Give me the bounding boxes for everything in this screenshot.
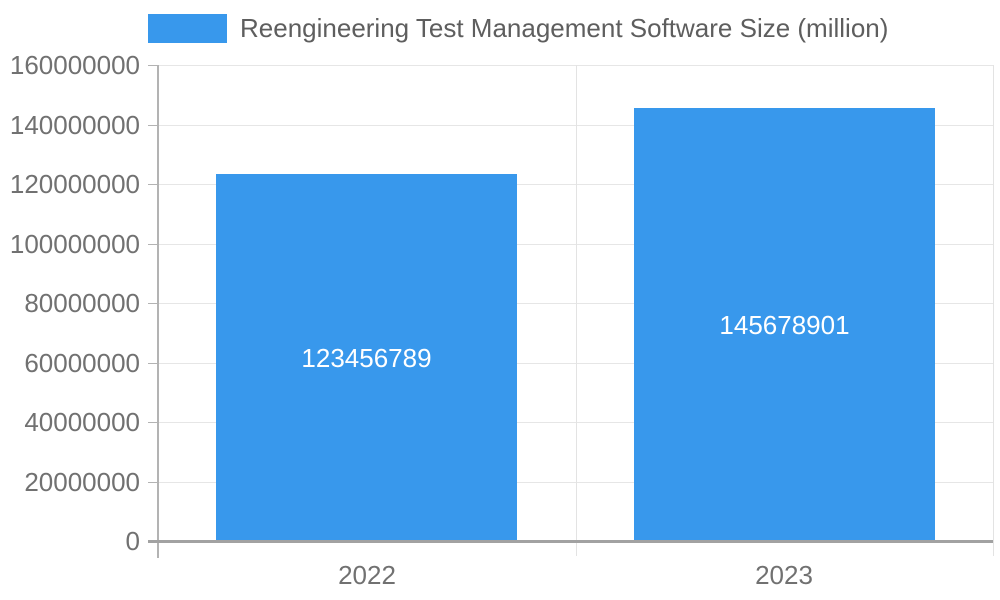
legend-swatch [148, 14, 227, 43]
y-axis-tick [148, 303, 158, 304]
y-axis-tick [148, 422, 158, 423]
y-axis-tick [148, 363, 158, 364]
x-gridline [993, 65, 994, 556]
bar [216, 174, 517, 541]
y-gridline [158, 125, 993, 126]
bar-value-label: 145678901 [719, 310, 850, 340]
x-axis-label: 2022 [338, 560, 396, 590]
y-gridline [158, 422, 993, 423]
y-gridline [158, 244, 993, 245]
y-axis-label: 100000000 [9, 229, 140, 259]
y-axis-label: 160000000 [9, 50, 140, 80]
y-axis-tick [148, 125, 158, 126]
y-gridline [158, 184, 993, 185]
y-axis-line [157, 65, 159, 558]
y-axis-label: 20000000 [24, 467, 140, 497]
chart-title: Reengineering Test Management Software S… [240, 13, 889, 43]
y-axis-tick [148, 244, 158, 245]
y-gridline [158, 303, 993, 304]
y-axis-label: 80000000 [24, 288, 140, 318]
y-axis-label: 40000000 [24, 407, 140, 437]
y-gridline [158, 363, 993, 364]
y-axis-label: 140000000 [9, 110, 140, 140]
y-gridline [158, 482, 993, 483]
x-axis-label: 2023 [755, 560, 813, 590]
y-axis-label: 60000000 [24, 348, 140, 378]
x-gridline [576, 65, 577, 556]
y-gridline [158, 65, 993, 66]
y-axis-label: 120000000 [9, 169, 140, 199]
bar [634, 108, 935, 541]
chart-legend: Reengineering Test Management Software S… [148, 14, 888, 43]
y-axis-tick [148, 65, 158, 66]
x-axis-line [148, 540, 993, 543]
bar-value-label: 123456789 [301, 343, 432, 373]
y-axis-tick [148, 482, 158, 483]
y-axis-label: 0 [125, 526, 140, 556]
y-axis-tick [148, 184, 158, 185]
